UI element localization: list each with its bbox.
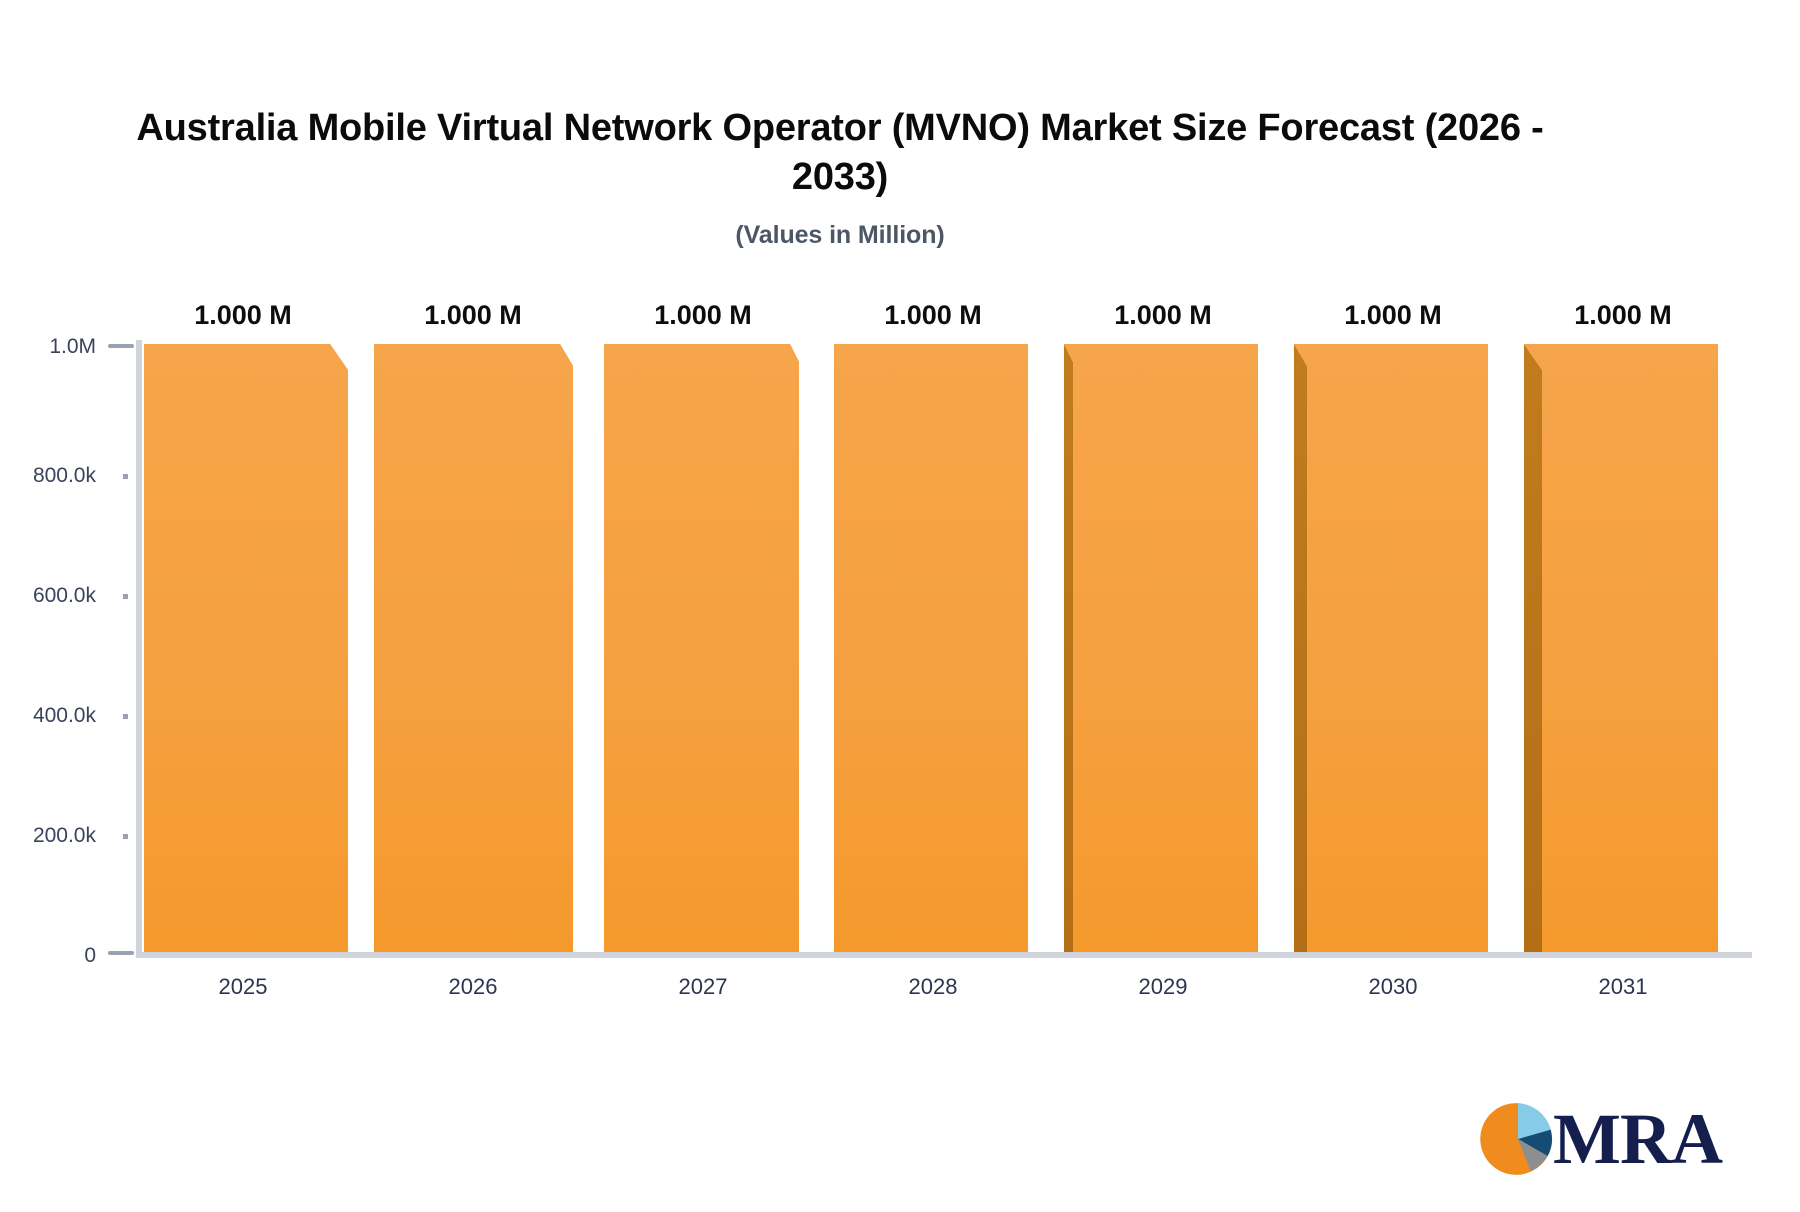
bar-value-label: 1.000 M (1114, 300, 1212, 330)
x-tick-label: 2028 (909, 974, 958, 999)
x-tick-label: 2031 (1599, 974, 1648, 999)
bar-group[interactable]: 1.000 M 2026 (374, 300, 573, 999)
bar-side-face (1064, 344, 1073, 952)
y-tick-label: 0 (84, 944, 96, 967)
x-tick-label: 2029 (1139, 974, 1188, 999)
y-axis-line (136, 340, 142, 954)
y-tick-label: 1.0M (49, 335, 96, 358)
chart-subtitle: (Values in Million) (735, 220, 945, 249)
bar-group[interactable]: 1.000 M 2030 (1294, 300, 1488, 999)
y-tick-label: 600.0k (33, 584, 97, 607)
mra-logo: MRA (1479, 1099, 1723, 1179)
x-tick-label: 2027 (679, 974, 728, 999)
bar-group[interactable]: 1.000 M 2028 (834, 300, 1028, 999)
bar-value-label: 1.000 M (194, 300, 292, 330)
bar-value-label: 1.000 M (424, 300, 522, 330)
bar-group[interactable]: 1.000 M 2029 (1064, 300, 1258, 999)
pie-chart-logo-icon (1480, 1103, 1553, 1175)
bar-front-face (374, 344, 573, 952)
bar-value-label: 1.000 M (1344, 300, 1442, 330)
bar-side-face (1524, 344, 1542, 952)
bar-value-label: 1.000 M (654, 300, 752, 330)
y-tick-label: 800.0k (33, 464, 97, 487)
chart-header: Australia Mobile Virtual Network Operato… (120, 104, 1560, 250)
bar-front-face (834, 344, 1028, 952)
x-tick-label: 2030 (1369, 974, 1418, 999)
bar-front-face (1524, 344, 1718, 952)
y-tick-marks (108, 344, 134, 955)
page-title: Australia Mobile Virtual Network Operato… (136, 107, 1544, 199)
y-axis-tick-labels: 1.0M 800.0k 600.0k 400.0k 200.0k 0 (33, 335, 97, 967)
bar-front-face (1064, 344, 1258, 952)
bar-group[interactable]: 1.000 M 2027 (604, 300, 799, 999)
bar-group[interactable]: 1.000 M 2031 (1524, 300, 1718, 999)
bar-front-face (604, 344, 799, 952)
x-tick-label: 2026 (449, 974, 498, 999)
bar-front-face (144, 344, 348, 952)
logo-wordmark: MRA (1553, 1099, 1723, 1179)
y-tick-label: 200.0k (33, 824, 97, 847)
bar-group[interactable]: 1.000 M 2025 (144, 300, 348, 999)
bar-value-label: 1.000 M (1574, 300, 1672, 330)
bar-value-label: 1.000 M (884, 300, 982, 330)
bar-side-face (1294, 344, 1307, 952)
x-axis-line (136, 952, 1752, 958)
bar-front-face (1294, 344, 1488, 952)
y-tick-label: 400.0k (33, 704, 97, 727)
x-tick-label: 2025 (219, 974, 268, 999)
